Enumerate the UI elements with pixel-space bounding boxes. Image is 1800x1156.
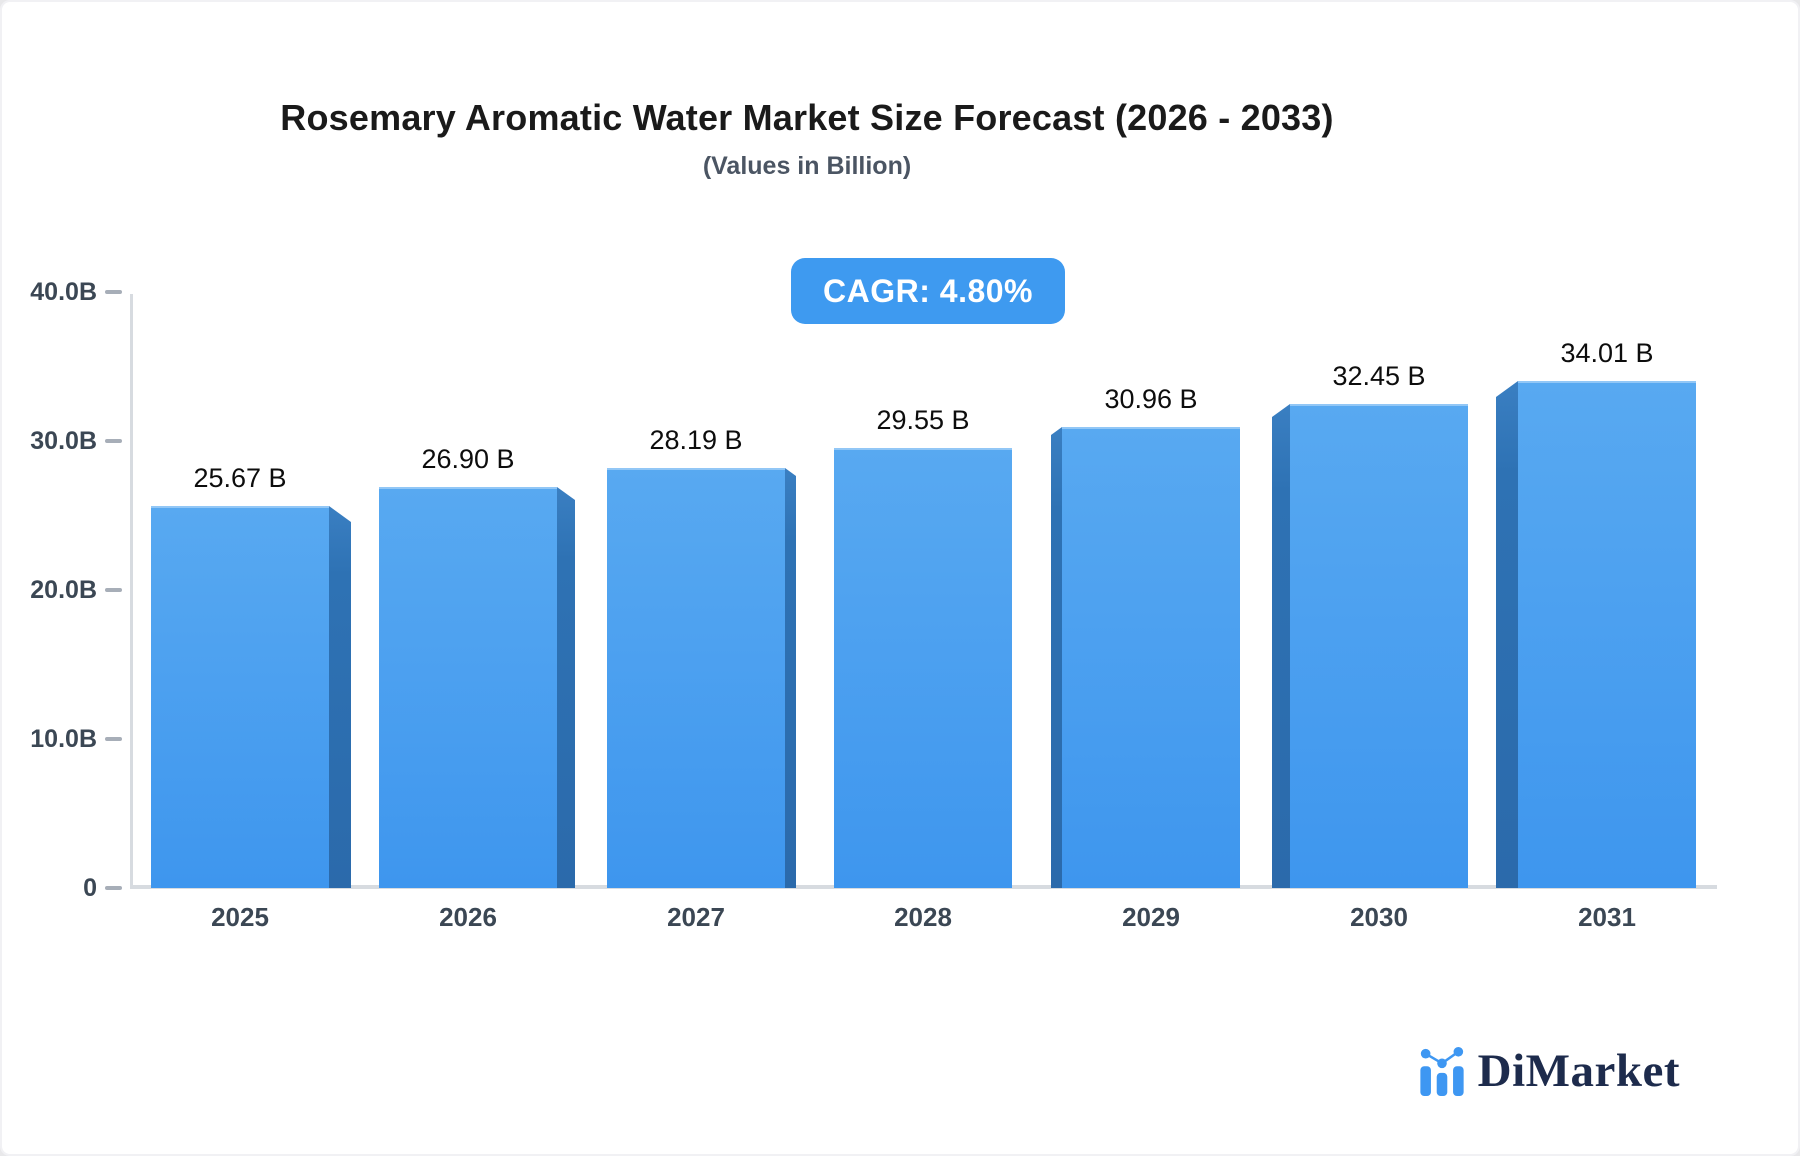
y-tick-dash-icon: [105, 588, 122, 592]
y-tick-dash-icon: [105, 886, 122, 890]
chart-subtitle: (Values in Billion): [702, 152, 912, 180]
x-axis-label: 2029: [1122, 902, 1180, 932]
bar-side-face: [1496, 381, 1518, 888]
bar-side-face: [329, 506, 351, 888]
x-axis-label: 2026: [439, 902, 497, 932]
bar-value-label: 26.90 B: [421, 444, 515, 474]
bar-value-label: 32.45 B: [1332, 361, 1426, 391]
y-tick-dash-icon: [105, 439, 122, 443]
y-tick-label: 40.0B: [30, 278, 97, 306]
bar-2031[interactable]: [1518, 381, 1696, 888]
bar-2028[interactable]: [834, 448, 1012, 888]
y-tick-dash-icon: [105, 737, 122, 741]
x-axis-label: 2031: [1578, 902, 1636, 932]
bar-value-label: 29.55 B: [876, 405, 970, 435]
bar-value-label: 34.01 B: [1560, 338, 1654, 368]
chart-title: Rosemary Aromatic Water Market Size Fore…: [280, 97, 1334, 138]
x-axis-label: 2030: [1350, 902, 1408, 932]
y-tick-label: 30.0B: [30, 427, 97, 455]
bar-2029[interactable]: [1062, 427, 1240, 888]
bar-side-face: [1051, 427, 1062, 888]
y-tick-label: 0: [83, 874, 97, 902]
logo-text: DiMarket: [1477, 1045, 1680, 1097]
x-axis-label: 2028: [894, 902, 952, 932]
x-axis-label: 2025: [211, 902, 269, 932]
bar-value-label: 30.96 B: [1104, 384, 1198, 414]
y-axis-line: [130, 294, 133, 888]
cagr-badge: CAGR: 4.80%: [791, 258, 1065, 324]
x-axis-label: 2027: [667, 902, 725, 932]
bar-value-label: 28.19 B: [649, 425, 743, 455]
bar-value-label: 25.67 B: [193, 463, 287, 493]
dimarket-logo: DiMarket: [1419, 1042, 1680, 1100]
bar-side-face: [1272, 404, 1290, 888]
bar-side-face: [785, 468, 796, 888]
bar-side-face: [557, 487, 575, 888]
bar-chart-logo-icon: [1419, 1046, 1464, 1096]
y-tick-dash-icon: [105, 290, 122, 294]
y-tick-label: 10.0B: [30, 725, 97, 753]
bar-2027[interactable]: [607, 468, 785, 888]
bar-2030[interactable]: [1290, 404, 1468, 888]
bar-2025[interactable]: [151, 506, 329, 888]
y-tick-label: 20.0B: [30, 576, 97, 604]
bar-2026[interactable]: [379, 487, 557, 888]
